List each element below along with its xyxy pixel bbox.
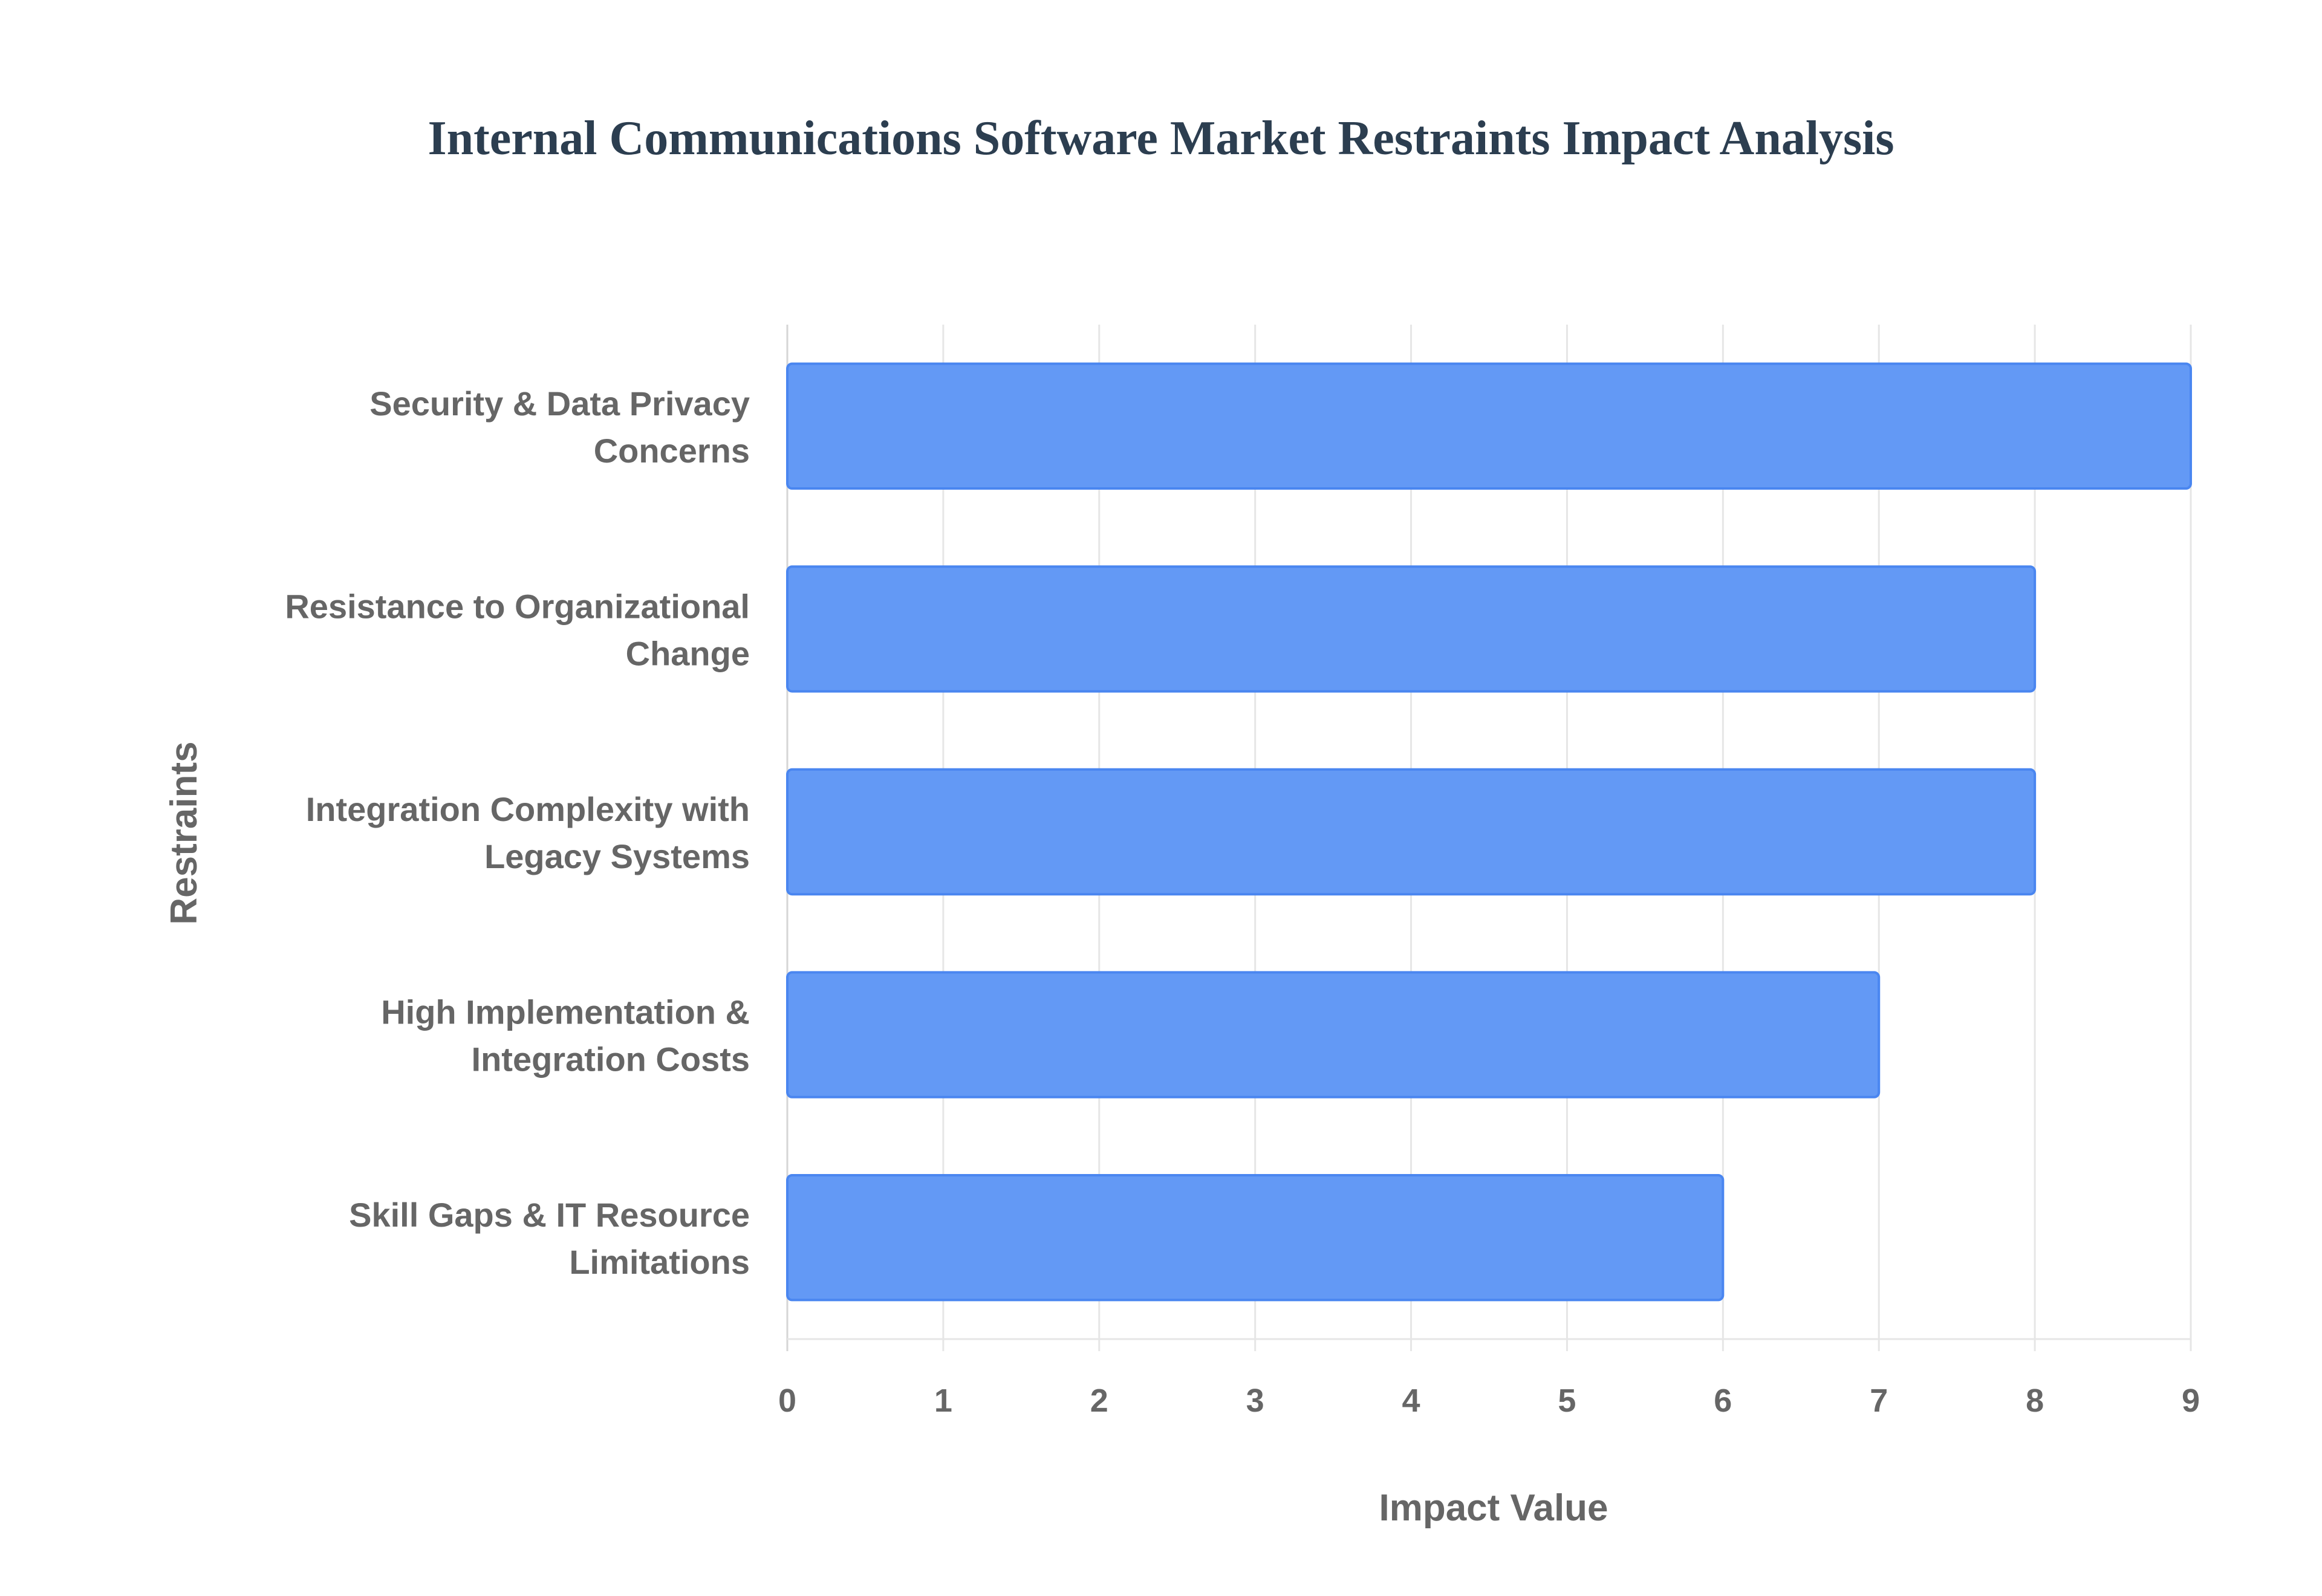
category-label: Change	[626, 634, 750, 672]
bar	[786, 971, 1881, 1098]
x-tick-labels: 0 1 2 3 4 5 6 7 8 9	[778, 1383, 2200, 1419]
category-label: Legacy Systems	[484, 837, 750, 875]
bar	[786, 565, 2037, 693]
x-tick-label: 2	[1090, 1383, 1108, 1419]
category-labels: Security & Data Privacy Concerns Resistanc…	[285, 384, 750, 1281]
x-tick-label: 6	[1714, 1383, 1732, 1419]
category-label: Limitations	[569, 1243, 750, 1281]
category-label: Concerns	[594, 432, 750, 470]
bar	[786, 362, 2192, 490]
y-axis-title: Restraints	[163, 741, 205, 924]
category-label: High Implementation &	[381, 993, 750, 1031]
x-tick-label: 3	[1246, 1383, 1264, 1419]
x-tick-label: 8	[2026, 1383, 2044, 1419]
category-label: Integration Complexity with	[306, 790, 750, 828]
category-label: Resistance to Organizational	[285, 587, 750, 625]
bar	[786, 768, 2037, 896]
x-tick-label: 7	[1870, 1383, 1888, 1419]
x-tick-label: 9	[2182, 1383, 2200, 1419]
x-tick-label: 1	[934, 1383, 952, 1419]
category-label: Integration Costs	[472, 1040, 750, 1079]
bars	[786, 362, 2192, 1302]
chart-title: Internal Communications Software Market …	[428, 112, 1894, 165]
x-axis-title: Impact Value	[1379, 1487, 1608, 1529]
bar	[786, 1174, 1725, 1302]
x-tick-label: 5	[1558, 1383, 1576, 1419]
x-tick-label: 0	[778, 1383, 796, 1419]
category-label: Skill Gaps & IT Resource	[349, 1196, 750, 1234]
x-tick-label: 4	[1402, 1383, 1420, 1419]
category-label: Security & Data Privacy	[369, 384, 750, 423]
